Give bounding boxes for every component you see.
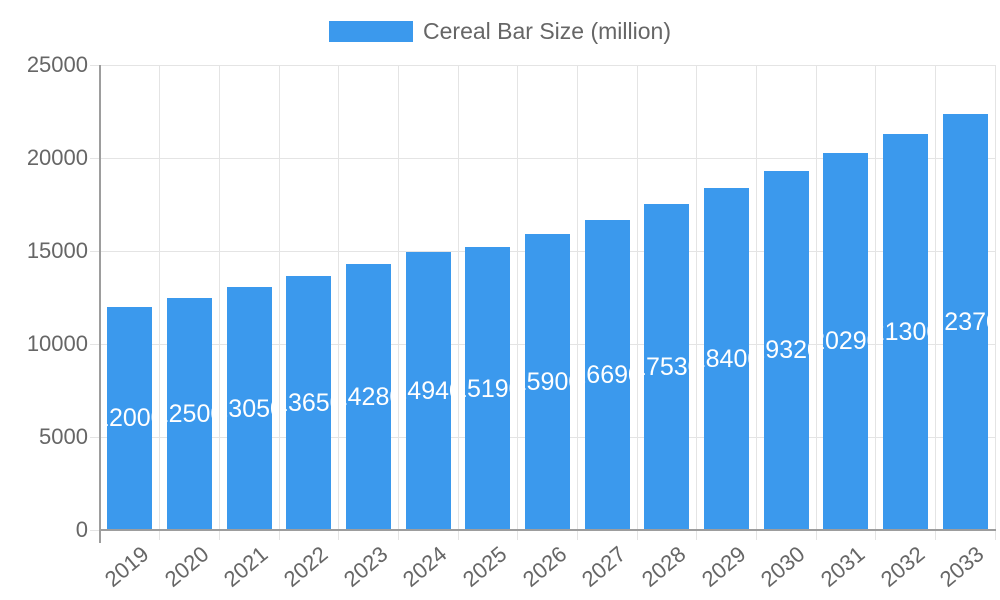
x-gridline — [755, 65, 757, 530]
legend-swatch — [329, 20, 414, 42]
legend-label: Cereal Bar Size (million) — [423, 18, 671, 44]
x-axis-label: 2032 — [875, 541, 929, 592]
y-tick — [90, 436, 100, 438]
x-gridline — [994, 65, 996, 530]
x-axis-label: 2028 — [636, 541, 691, 592]
x-gridline — [875, 65, 877, 530]
bar-value-label: 17530 — [644, 352, 689, 381]
y-axis-label: 20000 — [26, 145, 88, 170]
x-tick — [278, 530, 280, 540]
x-tick — [875, 530, 877, 540]
bar-2030[interactable]: 19320 — [763, 170, 809, 530]
y-axis-label: 25000 — [26, 52, 88, 77]
bar-value-label: 22370 — [943, 307, 988, 336]
x-gridline — [815, 65, 817, 530]
x-tick — [457, 530, 459, 540]
x-gridline — [278, 65, 280, 530]
x-gridline — [397, 65, 399, 530]
legend: Cereal Bar Size (million) — [0, 18, 1000, 44]
x-axis-label: 2030 — [756, 541, 810, 592]
y-gridline — [100, 157, 995, 159]
y-tick — [90, 250, 100, 252]
x-gridline — [934, 65, 936, 530]
x-axis-label: 2019 — [99, 541, 154, 592]
bar-value-label: 18400 — [704, 344, 749, 373]
x-tick — [338, 530, 340, 540]
x-tick — [696, 530, 698, 540]
x-axis-label: 2031 — [815, 541, 870, 592]
x-tick — [576, 530, 578, 540]
bar-value-label: 12500 — [167, 399, 212, 428]
bar-2028[interactable]: 17530 — [644, 203, 690, 530]
y-axis-label: 10000 — [26, 331, 88, 356]
bar-2020[interactable]: 12500 — [167, 297, 212, 530]
bar-2021[interactable]: 13050 — [226, 287, 272, 530]
x-tick — [815, 530, 817, 540]
x-axis-label: 2026 — [517, 541, 571, 592]
x-axis-label: 2022 — [278, 541, 333, 592]
bar-2032[interactable]: 21300 — [883, 133, 928, 530]
y-tick — [90, 529, 100, 531]
x-gridline — [338, 65, 340, 530]
bar-value-label: 14940 — [406, 377, 451, 406]
x-axis-label: 2029 — [696, 541, 750, 592]
bar-2026[interactable]: 15900 — [525, 234, 570, 530]
bar-2029[interactable]: 18400 — [704, 187, 749, 530]
x-axis-label: 2033 — [935, 541, 989, 592]
x-gridline — [517, 65, 519, 530]
x-tick — [636, 530, 638, 540]
y-tick — [90, 64, 100, 66]
y-tick — [90, 343, 100, 345]
x-gridline — [218, 65, 220, 530]
bar-value-label: 21300 — [883, 317, 928, 346]
x-tick — [755, 530, 757, 540]
x-gridline — [159, 65, 161, 530]
x-tick — [517, 530, 519, 540]
y-axis-label: 15000 — [26, 238, 88, 263]
bar-value-label: 16690 — [585, 360, 630, 389]
x-tick — [218, 530, 220, 540]
x-axis-border — [99, 529, 996, 531]
x-tick — [934, 530, 936, 540]
bar-value-label: 20290 — [823, 327, 868, 356]
x-axis-label: 2025 — [457, 541, 512, 592]
bar-2031[interactable]: 20290 — [823, 152, 869, 530]
bar-value-label: 12000 — [107, 404, 152, 433]
y-axis-label: 0 — [75, 517, 88, 542]
bar-2024[interactable]: 14940 — [405, 252, 451, 530]
x-tick — [397, 530, 399, 540]
y-axis-label: 5000 — [39, 424, 88, 449]
x-axis-label: 2021 — [219, 541, 273, 592]
bar-value-label: 14280 — [346, 383, 391, 412]
bar-2022[interactable]: 13650 — [286, 276, 332, 530]
bar-2025[interactable]: 15190 — [465, 247, 511, 530]
y-axis-border — [99, 65, 101, 543]
y-tick — [90, 157, 100, 159]
x-tick — [159, 530, 161, 540]
bar-2033[interactable]: 22370 — [942, 113, 988, 530]
bar-2019[interactable]: 12000 — [107, 306, 153, 530]
x-gridline — [636, 65, 638, 530]
x-axis-label: 2020 — [159, 541, 213, 592]
bar-2023[interactable]: 14280 — [346, 264, 391, 530]
x-gridline — [696, 65, 698, 530]
bar-value-label: 15190 — [465, 374, 510, 403]
x-gridline — [457, 65, 459, 530]
x-axis-label: 2027 — [577, 541, 631, 592]
bar-value-label: 19320 — [764, 336, 809, 365]
x-axis-label: 2023 — [338, 541, 392, 592]
bar-value-label: 13650 — [286, 389, 331, 418]
legend-item[interactable]: Cereal Bar Size (million) — [329, 18, 671, 44]
x-axis-label: 2024 — [398, 541, 452, 592]
bar-2027[interactable]: 16690 — [584, 219, 630, 530]
bar-value-label: 13050 — [227, 394, 272, 423]
y-gridline — [100, 64, 995, 66]
x-gridline — [576, 65, 578, 530]
bar-value-label: 15900 — [525, 368, 570, 397]
x-tick — [994, 530, 996, 540]
